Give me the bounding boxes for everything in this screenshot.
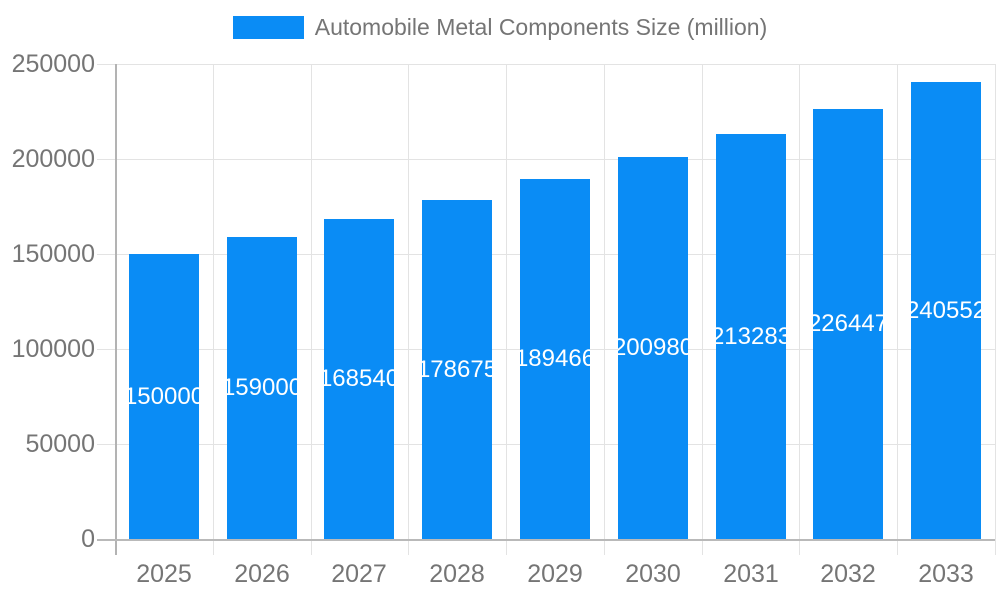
x-axis-label: 2027 — [331, 560, 387, 588]
x-gridline — [897, 64, 898, 539]
legend-color-swatch — [232, 16, 304, 39]
y-axis-label: 100000 — [11, 335, 95, 363]
bar[interactable]: 159000 — [227, 237, 297, 539]
bar-value-label: 168540 — [324, 365, 394, 392]
bar[interactable]: 213283 — [716, 134, 786, 539]
y-axis-label: 200000 — [11, 145, 95, 173]
x-tick-mark — [311, 539, 312, 555]
y-axis-line — [115, 64, 117, 555]
y-axis-label: 50000 — [25, 430, 95, 458]
x-axis-label: 2033 — [918, 560, 974, 588]
y-axis-label: 150000 — [11, 240, 95, 268]
y-tick-mark — [97, 444, 115, 445]
bar[interactable]: 168540 — [324, 219, 394, 539]
bar[interactable]: 200980 — [618, 157, 688, 539]
y-gridline — [115, 64, 995, 65]
bar-value-label: 178675 — [422, 355, 492, 383]
bar-value-label: 240552 — [911, 296, 981, 324]
x-gridline — [213, 64, 214, 539]
bar[interactable]: 189466 — [520, 179, 590, 539]
bar-value-label: 213283 — [716, 322, 786, 350]
bar[interactable]: 226447 — [813, 109, 883, 539]
x-axis-label: 2030 — [625, 560, 681, 588]
x-tick-mark — [408, 539, 409, 555]
x-gridline — [604, 64, 605, 539]
x-axis-line — [97, 539, 995, 541]
bar[interactable]: 240552 — [911, 82, 981, 539]
x-axis-label: 2026 — [234, 560, 290, 588]
x-axis-label: 2029 — [527, 560, 583, 588]
y-gridline — [115, 159, 995, 160]
y-tick-mark — [97, 64, 115, 65]
x-gridline — [408, 64, 409, 539]
x-tick-mark — [897, 539, 898, 555]
legend-label: Automobile Metal Components Size (millio… — [314, 14, 768, 40]
bar-value-label: 189466 — [520, 345, 590, 372]
x-tick-mark — [213, 539, 214, 555]
x-tick-mark — [799, 539, 800, 555]
y-axis-label: 0 — [81, 525, 95, 553]
x-tick-mark — [604, 539, 605, 555]
bar[interactable]: 178675 — [422, 200, 492, 539]
x-axis-label: 2025 — [136, 560, 192, 588]
x-gridline — [506, 64, 507, 539]
y-tick-mark — [97, 159, 115, 160]
legend[interactable]: Automobile Metal Components Size (millio… — [0, 14, 1000, 41]
x-tick-mark — [506, 539, 507, 555]
x-gridline — [702, 64, 703, 539]
x-tick-mark — [702, 539, 703, 555]
x-axis-label: 2032 — [820, 560, 876, 588]
x-tick-mark — [995, 539, 996, 555]
x-axis-label: 2028 — [429, 560, 485, 588]
y-tick-mark — [97, 254, 115, 255]
bar[interactable]: 150000 — [129, 254, 199, 539]
x-axis-label: 2031 — [723, 560, 779, 588]
bar-value-label: 226447 — [813, 310, 883, 337]
y-tick-mark — [97, 349, 115, 350]
bar-value-label: 159000 — [227, 374, 297, 401]
bar-value-label: 200980 — [618, 334, 688, 361]
x-gridline — [799, 64, 800, 539]
y-axis-label: 250000 — [11, 50, 95, 78]
bar-value-label: 150000 — [129, 382, 199, 410]
x-gridline — [995, 64, 996, 539]
x-gridline — [311, 64, 312, 539]
